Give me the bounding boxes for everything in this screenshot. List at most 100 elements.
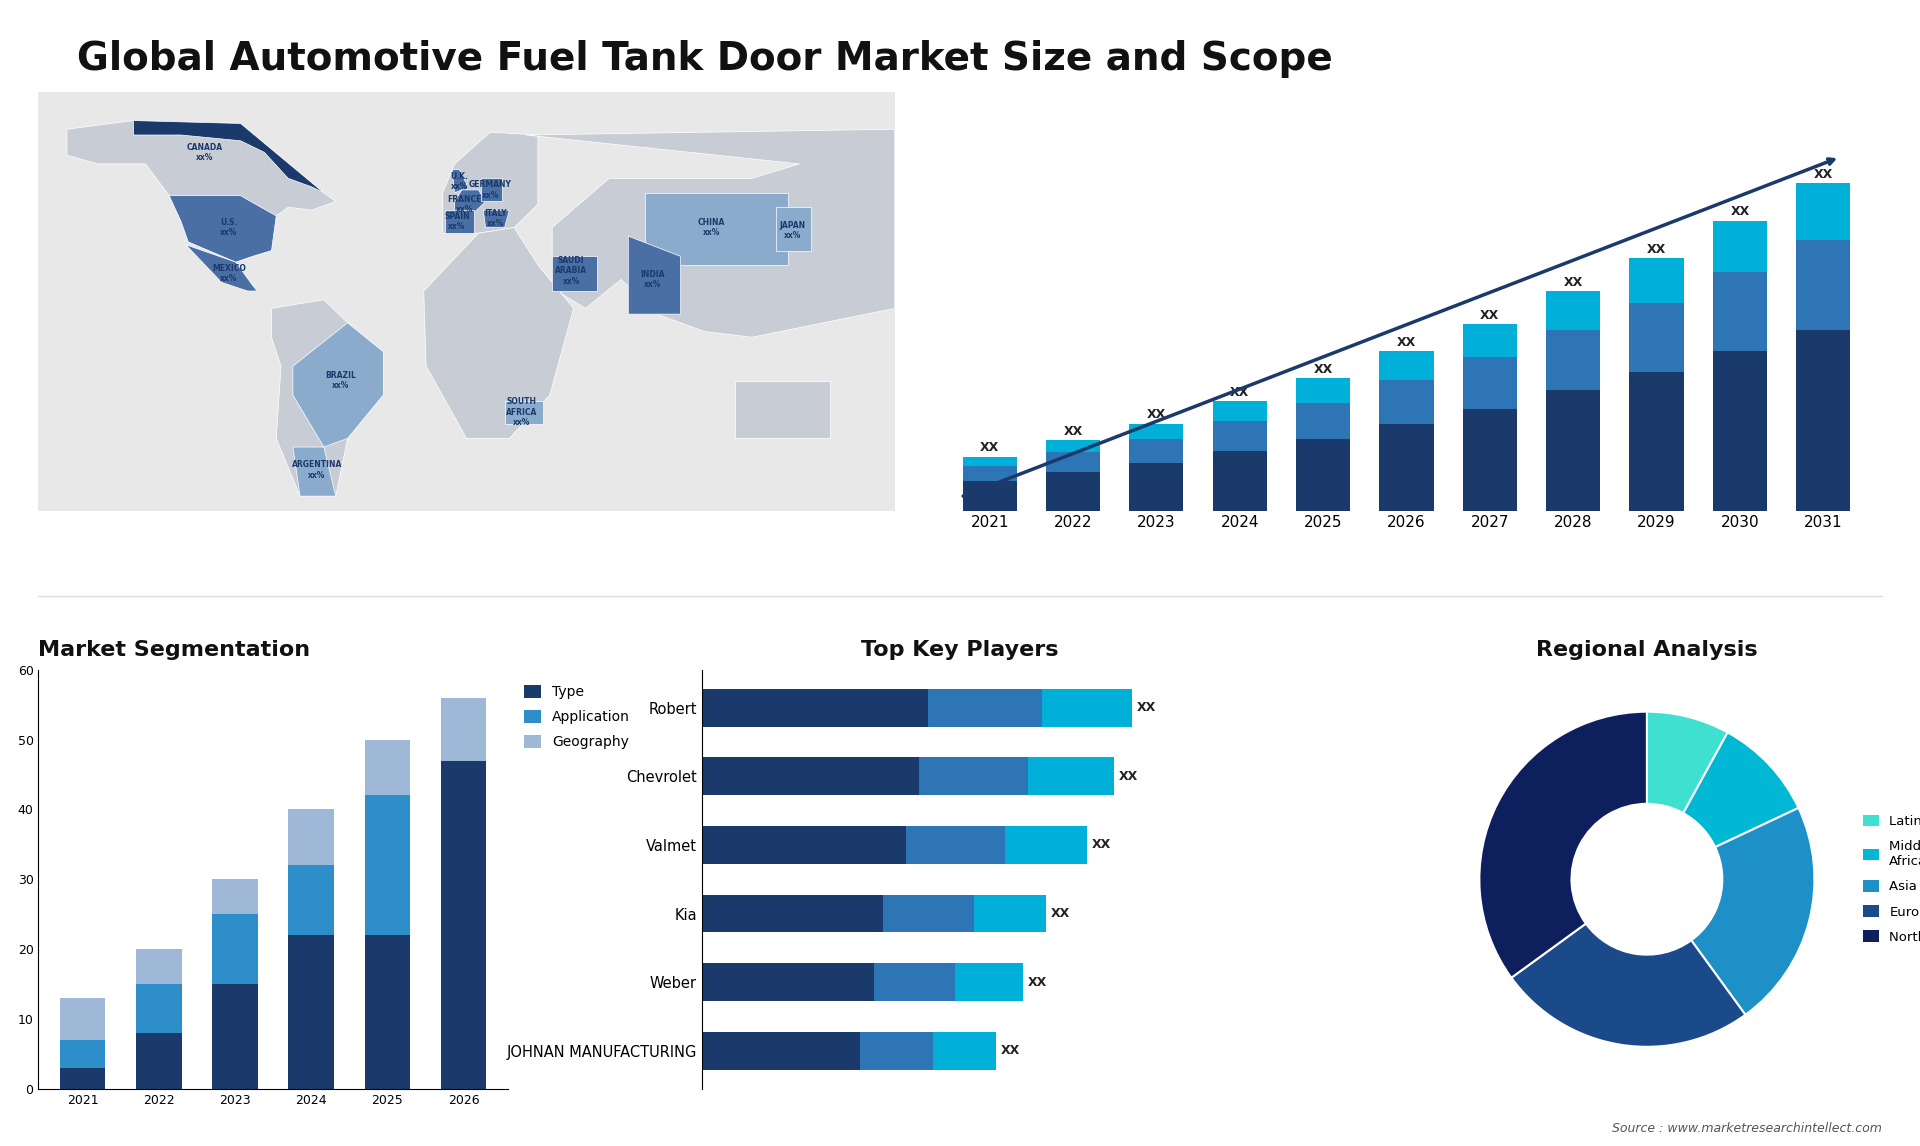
Text: XX: XX <box>1137 701 1156 714</box>
Bar <box>136 1033 182 1089</box>
Polygon shape <box>776 207 812 251</box>
Polygon shape <box>480 179 503 202</box>
Bar <box>874 964 956 1002</box>
Text: ITALY
xx%: ITALY xx% <box>484 209 507 228</box>
Bar <box>1296 378 1350 402</box>
Polygon shape <box>735 380 831 439</box>
Bar <box>1296 439 1350 511</box>
Polygon shape <box>444 132 538 234</box>
Polygon shape <box>645 193 787 265</box>
Bar <box>1213 450 1267 511</box>
Text: XX: XX <box>1119 770 1139 783</box>
Text: CANADA
xx%: CANADA xx% <box>186 142 223 162</box>
Polygon shape <box>38 92 895 511</box>
Bar <box>1463 324 1517 358</box>
Bar <box>956 964 1023 1002</box>
Legend: Latin America, Middle East &
Africa, Asia Pacific, Europe, North America: Latin America, Middle East & Africa, Asi… <box>1862 815 1920 944</box>
Bar <box>703 758 920 795</box>
Bar <box>1046 471 1100 511</box>
Polygon shape <box>628 236 680 314</box>
Polygon shape <box>505 401 543 424</box>
Text: U.S.
xx%: U.S. xx% <box>221 218 238 237</box>
Bar <box>1713 352 1766 511</box>
Circle shape <box>1571 803 1722 955</box>
Text: XX: XX <box>1091 839 1110 851</box>
Bar <box>1795 183 1851 241</box>
Polygon shape <box>484 210 509 227</box>
Text: XX: XX <box>1398 336 1417 350</box>
Bar <box>920 758 1027 795</box>
Bar <box>1379 352 1434 380</box>
Bar <box>1379 424 1434 511</box>
Bar <box>288 809 334 865</box>
Text: XX: XX <box>1814 168 1834 181</box>
Bar <box>211 984 257 1089</box>
Bar <box>703 689 927 727</box>
Bar <box>288 865 334 935</box>
Text: SAUDI
ARABIA
xx%: SAUDI ARABIA xx% <box>555 256 588 285</box>
Text: XX: XX <box>1000 1044 1020 1058</box>
Bar <box>1546 391 1599 511</box>
Bar <box>1713 272 1766 352</box>
Bar <box>288 935 334 1089</box>
Text: XX: XX <box>1647 243 1667 256</box>
Text: CHINA
xx%: CHINA xx% <box>697 218 726 237</box>
Bar <box>442 698 486 761</box>
Text: JAPAN
xx%: JAPAN xx% <box>780 221 806 240</box>
Text: FRANCE
xx%: FRANCE xx% <box>447 195 482 214</box>
Text: XX: XX <box>1064 425 1083 438</box>
Bar <box>1213 421 1267 450</box>
Bar <box>962 456 1018 465</box>
Bar <box>1027 758 1114 795</box>
Legend: Type, Application, Geography: Type, Application, Geography <box>524 685 630 749</box>
Polygon shape <box>294 323 384 447</box>
Bar <box>703 895 883 933</box>
Bar <box>1129 424 1183 439</box>
Text: U.K.
xx%: U.K. xx% <box>451 172 468 191</box>
Bar <box>1296 402 1350 439</box>
Bar <box>703 964 874 1002</box>
Text: SOUTH
AFRICA
xx%: SOUTH AFRICA xx% <box>505 398 538 427</box>
Bar <box>1630 258 1684 304</box>
Bar <box>60 1068 106 1089</box>
Text: Market Segmentation: Market Segmentation <box>38 639 311 660</box>
Text: XX: XX <box>1027 975 1046 989</box>
Polygon shape <box>169 196 276 262</box>
Bar <box>860 1031 933 1069</box>
Polygon shape <box>526 129 895 337</box>
Bar <box>136 949 182 984</box>
Bar <box>1046 440 1100 452</box>
Polygon shape <box>294 447 336 496</box>
Polygon shape <box>453 170 467 193</box>
Wedge shape <box>1511 924 1745 1046</box>
Polygon shape <box>134 120 324 193</box>
Polygon shape <box>271 300 384 496</box>
Polygon shape <box>67 120 336 262</box>
Text: XX: XX <box>1231 385 1250 399</box>
Text: XX: XX <box>1146 408 1165 421</box>
Text: XX: XX <box>979 441 998 454</box>
Polygon shape <box>186 245 257 291</box>
Text: XX: XX <box>1480 309 1500 322</box>
Wedge shape <box>1692 808 1814 1015</box>
Bar <box>1795 241 1851 330</box>
Wedge shape <box>1478 712 1647 978</box>
Title: Regional Analysis: Regional Analysis <box>1536 639 1757 660</box>
Bar <box>933 1031 996 1069</box>
Text: MEXICO
xx%: MEXICO xx% <box>211 264 246 283</box>
Bar <box>136 984 182 1033</box>
Wedge shape <box>1684 732 1799 847</box>
Text: XX: XX <box>1563 276 1582 289</box>
Text: Source : www.marketresearchintellect.com: Source : www.marketresearchintellect.com <box>1611 1122 1882 1135</box>
Bar <box>1630 372 1684 511</box>
Bar <box>703 826 906 864</box>
Bar <box>1463 358 1517 408</box>
Text: XX: XX <box>1730 205 1749 219</box>
Text: SPAIN
xx%: SPAIN xx% <box>444 212 470 231</box>
Bar <box>1129 439 1183 463</box>
Bar <box>60 998 106 1039</box>
Bar <box>1006 826 1087 864</box>
Bar <box>1546 291 1599 330</box>
Text: GERMANY
xx%: GERMANY xx% <box>468 180 513 199</box>
Bar <box>1630 304 1684 372</box>
